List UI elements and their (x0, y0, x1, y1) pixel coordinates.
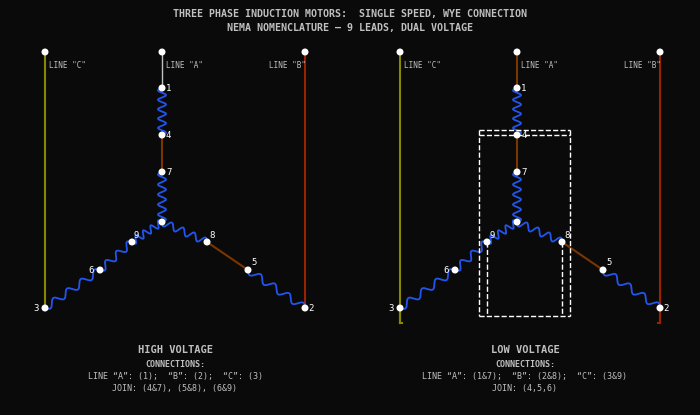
Circle shape (159, 49, 164, 55)
Circle shape (452, 267, 458, 273)
Text: 2: 2 (663, 303, 668, 312)
Text: 4: 4 (166, 130, 172, 139)
Circle shape (130, 239, 135, 245)
Circle shape (397, 49, 402, 55)
Text: THREE PHASE INDUCTION MOTORS:  SINGLE SPEED, WYE CONNECTION: THREE PHASE INDUCTION MOTORS: SINGLE SPE… (173, 9, 527, 19)
Circle shape (514, 132, 520, 138)
Text: LOW VOLTAGE: LOW VOLTAGE (491, 345, 559, 355)
Circle shape (657, 49, 663, 55)
Text: 9: 9 (489, 230, 494, 239)
Text: CONNECTIONS:: CONNECTIONS: (145, 359, 205, 369)
Text: 5: 5 (251, 257, 256, 266)
Text: HIGH VOLTAGE: HIGH VOLTAGE (137, 345, 213, 355)
Text: 7: 7 (166, 168, 172, 176)
Circle shape (514, 219, 520, 225)
Text: 8: 8 (564, 230, 569, 239)
Text: LINE “A”: (1);  “B”: (2);  “C”: (3): LINE “A”: (1); “B”: (2); “C”: (3) (88, 371, 262, 381)
Circle shape (159, 132, 164, 138)
Text: 9: 9 (134, 230, 139, 239)
Circle shape (302, 305, 308, 311)
Text: NEMA NOMENCLATURE – 9 LEADS, DUAL VOLTAGE: NEMA NOMENCLATURE – 9 LEADS, DUAL VOLTAG… (227, 23, 473, 33)
Circle shape (97, 267, 103, 273)
Circle shape (204, 239, 210, 245)
Text: LINE "C": LINE "C" (404, 61, 441, 70)
Text: JOIN: (4&7), (5&8), (6&9): JOIN: (4&7), (5&8), (6&9) (113, 383, 237, 393)
Circle shape (600, 267, 606, 273)
Text: 7: 7 (521, 168, 526, 176)
Circle shape (514, 49, 520, 55)
Circle shape (159, 169, 164, 175)
Text: 1: 1 (166, 83, 172, 93)
Text: 3: 3 (33, 303, 38, 312)
Circle shape (559, 239, 565, 245)
Text: 1: 1 (521, 83, 526, 93)
Text: 6: 6 (88, 266, 93, 274)
Text: LINE “A”: (1&7);  “B”: (2&8);  “C”: (3&9): LINE “A”: (1&7); “B”: (2&8); “C”: (3&9) (423, 371, 627, 381)
Text: JOIN: (4,5,6): JOIN: (4,5,6) (493, 383, 557, 393)
Circle shape (484, 239, 490, 245)
Circle shape (159, 219, 164, 225)
Text: 6: 6 (443, 266, 449, 274)
Circle shape (42, 49, 48, 55)
Text: LINE "A": LINE "A" (521, 61, 558, 70)
Text: LINE "C": LINE "C" (49, 61, 86, 70)
Circle shape (514, 169, 520, 175)
Circle shape (159, 85, 164, 91)
Text: LINE "B": LINE "B" (624, 61, 661, 70)
Text: LINE "B": LINE "B" (269, 61, 306, 70)
Text: 2: 2 (308, 303, 314, 312)
Circle shape (397, 305, 402, 311)
Text: CONNECTIONS:: CONNECTIONS: (495, 359, 555, 369)
Text: 4: 4 (521, 130, 526, 139)
Circle shape (302, 49, 308, 55)
Text: 5: 5 (606, 257, 611, 266)
Text: 8: 8 (209, 230, 214, 239)
Circle shape (245, 267, 251, 273)
Circle shape (514, 85, 520, 91)
Text: LINE "A": LINE "A" (166, 61, 203, 70)
Circle shape (657, 305, 663, 311)
Circle shape (42, 305, 48, 311)
Text: 3: 3 (388, 303, 393, 312)
